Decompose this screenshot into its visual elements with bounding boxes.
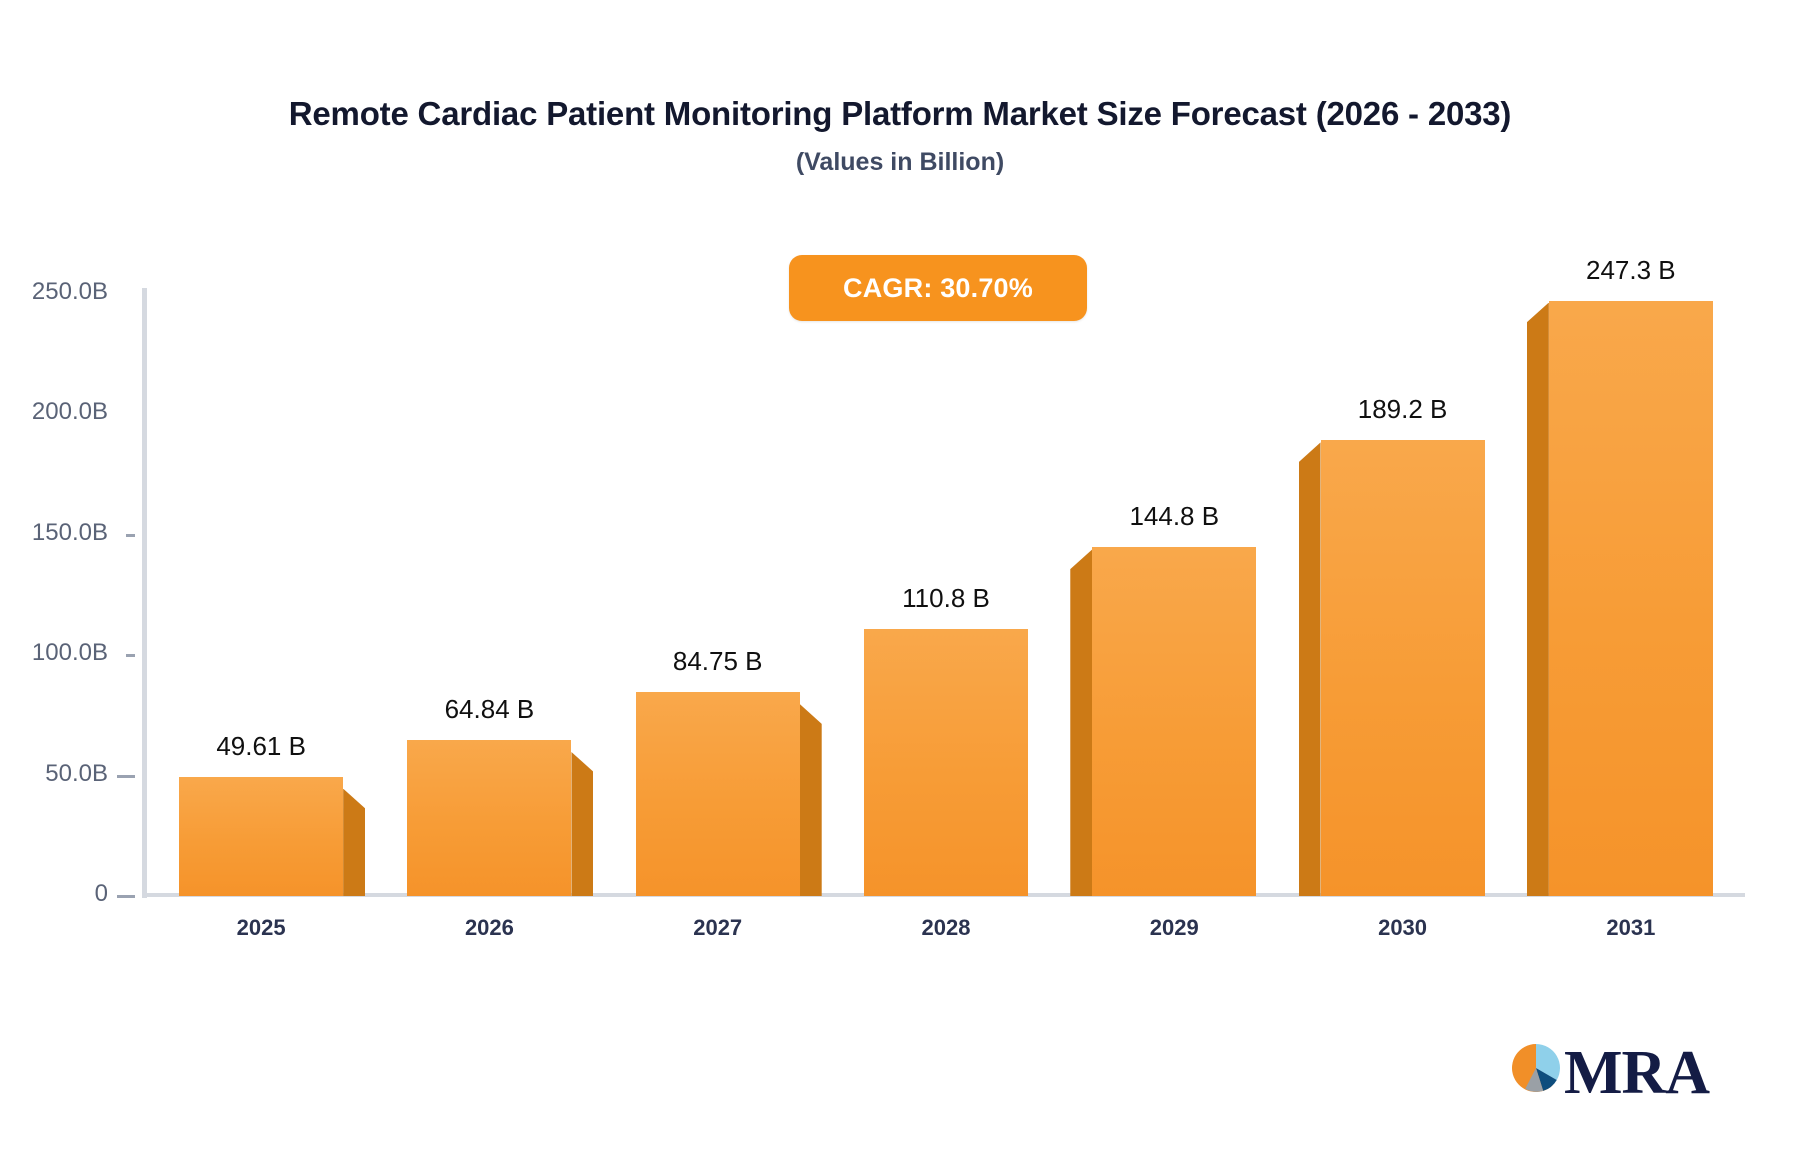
bar-face [179,776,344,896]
y-axis-tick-mark [117,895,135,898]
x-axis-tick-label-2030: 2030 [1378,915,1428,940]
logo-wordmark: MRA [1564,1039,1710,1107]
bar-side-panel [571,751,594,896]
y-axis-tick-label: 250.0B [31,278,108,305]
bar-2025 [179,776,366,896]
bar-value-label: 49.61 B [216,730,306,761]
bar-side-panel [799,704,822,896]
chart-subtitle: (Values in Billion) [795,148,1005,176]
bar-face [635,691,800,896]
y-axis-tick-label: 200.0B [31,398,108,426]
bar-face [1092,547,1257,896]
y-axis-tick-label: 0 [94,880,108,907]
bar-side-panel [343,788,366,896]
y-axis-tick-label: 150.0B [31,518,108,546]
cagr-badge-label: CAGR: 30.70% [843,272,1033,303]
bar-face [1320,440,1485,896]
cagr-badge: CAGR: 30.70% [789,255,1087,321]
bar-side-panel [1070,549,1093,896]
bar-face [407,739,572,896]
bar-value-label: 189.2 B [1357,394,1448,425]
bar-value-label: 247.3 B [1586,254,1676,285]
bar-face [1548,300,1713,896]
bar-face [864,629,1028,896]
bar-value-label: 84.75 B [672,645,763,676]
y-axis-tick-mark [126,654,135,658]
bar-value-label: 110.8 B [902,583,990,614]
y-axis-tick-mark [126,533,135,537]
pie-chart-icon [1512,1044,1560,1092]
y-axis-line [142,288,147,898]
bar-side-panel [1298,442,1321,896]
x-axis-tick-label-2027: 2027 [693,915,743,940]
y-axis-tick-mark [117,774,135,778]
x-axis-tick-label-2031: 2031 [1606,915,1656,940]
bar-value-label: 144.8 B [1129,501,1220,532]
bar-2031 [1526,300,1713,896]
page-title: Remote Cardiac Patient Monitoring Platfo… [288,95,1512,132]
bar-side-panel [1526,302,1549,896]
x-axis-tick-label-2026: 2026 [464,915,514,940]
x-axis-tick-label-2029: 2029 [1149,915,1199,940]
bar-2028 [864,629,1028,896]
x-axis-tick-label-2028: 2028 [921,915,971,940]
bar-2029 [1070,547,1257,896]
bar-2026 [407,739,594,896]
y-axis-tick-label: 100.0B [31,639,108,667]
bar-value-label: 64.84 B [444,693,535,724]
mra-logo: MRA [1512,1039,1712,1110]
bar-2027 [635,691,822,896]
x-axis-tick-label-2025: 2025 [236,915,286,940]
bar-2030 [1298,440,1485,896]
y-axis-tick-label: 50.0B [45,759,108,787]
